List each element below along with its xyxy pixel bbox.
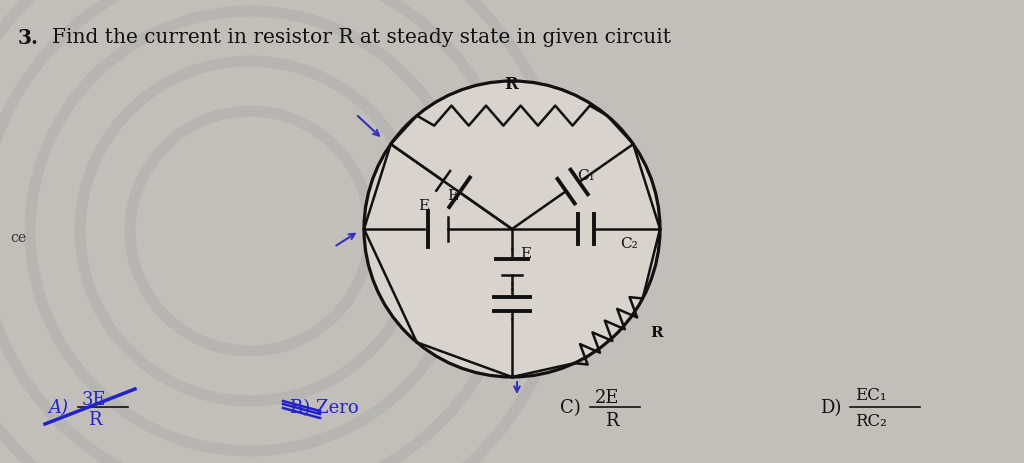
Circle shape bbox=[364, 82, 660, 377]
Text: 3.: 3. bbox=[18, 28, 39, 48]
Text: 3E: 3E bbox=[82, 390, 106, 408]
Text: C₂: C₂ bbox=[620, 237, 638, 250]
Text: Find the current in resistor R at steady state in given circuit: Find the current in resistor R at steady… bbox=[52, 28, 671, 47]
Text: EC₁: EC₁ bbox=[855, 387, 887, 404]
Text: E: E bbox=[520, 246, 531, 260]
Text: R: R bbox=[650, 325, 664, 339]
Text: RC₂: RC₂ bbox=[855, 413, 887, 430]
Text: D): D) bbox=[820, 398, 842, 416]
Text: C): C) bbox=[560, 398, 581, 416]
Text: E: E bbox=[418, 199, 429, 213]
Text: ce: ce bbox=[10, 231, 27, 244]
Text: R: R bbox=[504, 75, 518, 93]
Text: R: R bbox=[605, 411, 618, 429]
Text: A): A) bbox=[48, 398, 68, 416]
Text: C₁: C₁ bbox=[578, 168, 595, 182]
Text: B) Zero: B) Zero bbox=[290, 398, 358, 416]
Text: 2E: 2E bbox=[595, 388, 620, 406]
Text: E: E bbox=[447, 189, 459, 203]
Text: R: R bbox=[88, 410, 101, 428]
